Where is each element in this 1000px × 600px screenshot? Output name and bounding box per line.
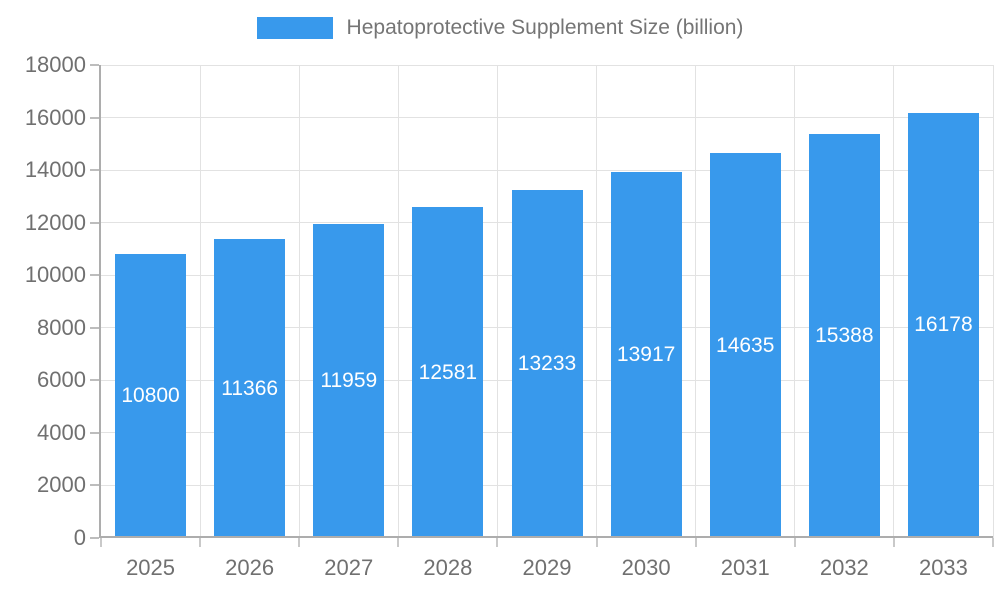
y-tick-label: 12000 <box>24 209 86 235</box>
x-tick-label: 2027 <box>324 555 374 580</box>
x-axis-tick <box>199 538 202 547</box>
gridline-v <box>298 65 300 538</box>
bar-value-label: 14635 <box>716 333 775 357</box>
gridline-v <box>496 65 498 538</box>
x-axis-tick <box>298 538 301 547</box>
x-tick-label: 2029 <box>522 555 572 580</box>
x-tick-label: 2030 <box>621 555 671 580</box>
y-axis-tick <box>90 274 99 277</box>
gridline-v <box>992 65 994 538</box>
bar-value-label: 15388 <box>815 323 874 347</box>
bar-value-label: 11959 <box>320 368 378 392</box>
legend-label: Hepatoprotective Supplement Size (billio… <box>346 16 744 39</box>
x-axis-tick <box>496 538 499 547</box>
gridline-v <box>893 65 895 538</box>
gridline-h <box>101 64 993 66</box>
bar-2032: 15388 <box>808 133 880 538</box>
bar-2029: 13233 <box>511 190 583 538</box>
x-axis-tick <box>992 538 994 547</box>
y-axis-tick <box>90 116 99 119</box>
x-tick-label: 2026 <box>225 555 275 580</box>
bar-2030: 13917 <box>610 172 682 538</box>
y-tick-label: 8000 <box>37 314 86 340</box>
legend-item[interactable]: Hepatoprotective Supplement Size (billio… <box>0 15 1000 41</box>
gridline-v <box>596 65 598 538</box>
y-tick-label: 10000 <box>24 262 86 288</box>
bar-2026: 11366 <box>214 239 286 538</box>
y-axis-tick <box>90 537 99 539</box>
legend-swatch <box>256 17 333 39</box>
y-tick-label: 2000 <box>37 472 86 498</box>
bar-value-label: 11366 <box>221 376 279 400</box>
gridline-h <box>101 169 993 171</box>
y-axis-tick <box>90 484 99 487</box>
y-tick-label: 6000 <box>37 367 86 393</box>
bar-value-label: 12581 <box>418 360 478 384</box>
x-axis-line <box>99 536 993 538</box>
bar-value-label: 13917 <box>616 343 676 367</box>
bar-2033: 16178 <box>907 112 979 538</box>
y-axis-tick <box>90 221 99 224</box>
bar-value-label: 16178 <box>914 313 973 337</box>
x-tick-label: 2031 <box>720 555 770 580</box>
x-axis-tick <box>397 538 400 547</box>
x-tick-label: 2032 <box>819 555 869 580</box>
x-axis-tick <box>793 538 796 547</box>
x-tick-label: 2028 <box>423 555 473 580</box>
plot-area: 10800 11366 11959 12581 13233 13917 14635 15388… <box>90 64 994 547</box>
y-tick-label: 0 <box>73 525 86 550</box>
bar-2028: 12581 <box>412 207 484 538</box>
y-tick-label: 18000 <box>24 52 86 77</box>
y-tick-label: 14000 <box>24 157 86 183</box>
x-axis-tick <box>892 538 895 547</box>
gridline-v <box>695 65 697 538</box>
bar-value-label: 10800 <box>121 384 180 408</box>
y-tick-label: 16000 <box>24 104 86 130</box>
x-axis-tick <box>100 538 102 547</box>
x-tick-label: 2033 <box>918 555 968 580</box>
bar-value-label: 13233 <box>517 352 577 376</box>
gridline-v <box>794 65 796 538</box>
y-axis-tick <box>90 169 99 172</box>
gridline-h <box>101 117 993 119</box>
y-axis-tick <box>90 379 99 382</box>
bar-2027: 11959 <box>313 223 385 538</box>
y-axis-tick <box>90 64 99 66</box>
x-axis-tick <box>595 538 598 547</box>
y-axis-line <box>99 65 101 538</box>
x-axis-tick <box>694 538 697 547</box>
gridline-v <box>397 65 399 538</box>
y-axis-tick <box>90 431 99 434</box>
y-tick-label: 4000 <box>37 419 86 445</box>
x-tick-label: 2025 <box>126 555 176 580</box>
gridline-v <box>199 65 201 538</box>
bar-2025: 10800 <box>115 254 187 538</box>
bar-2031: 14635 <box>709 153 781 538</box>
y-axis-tick <box>90 326 99 329</box>
